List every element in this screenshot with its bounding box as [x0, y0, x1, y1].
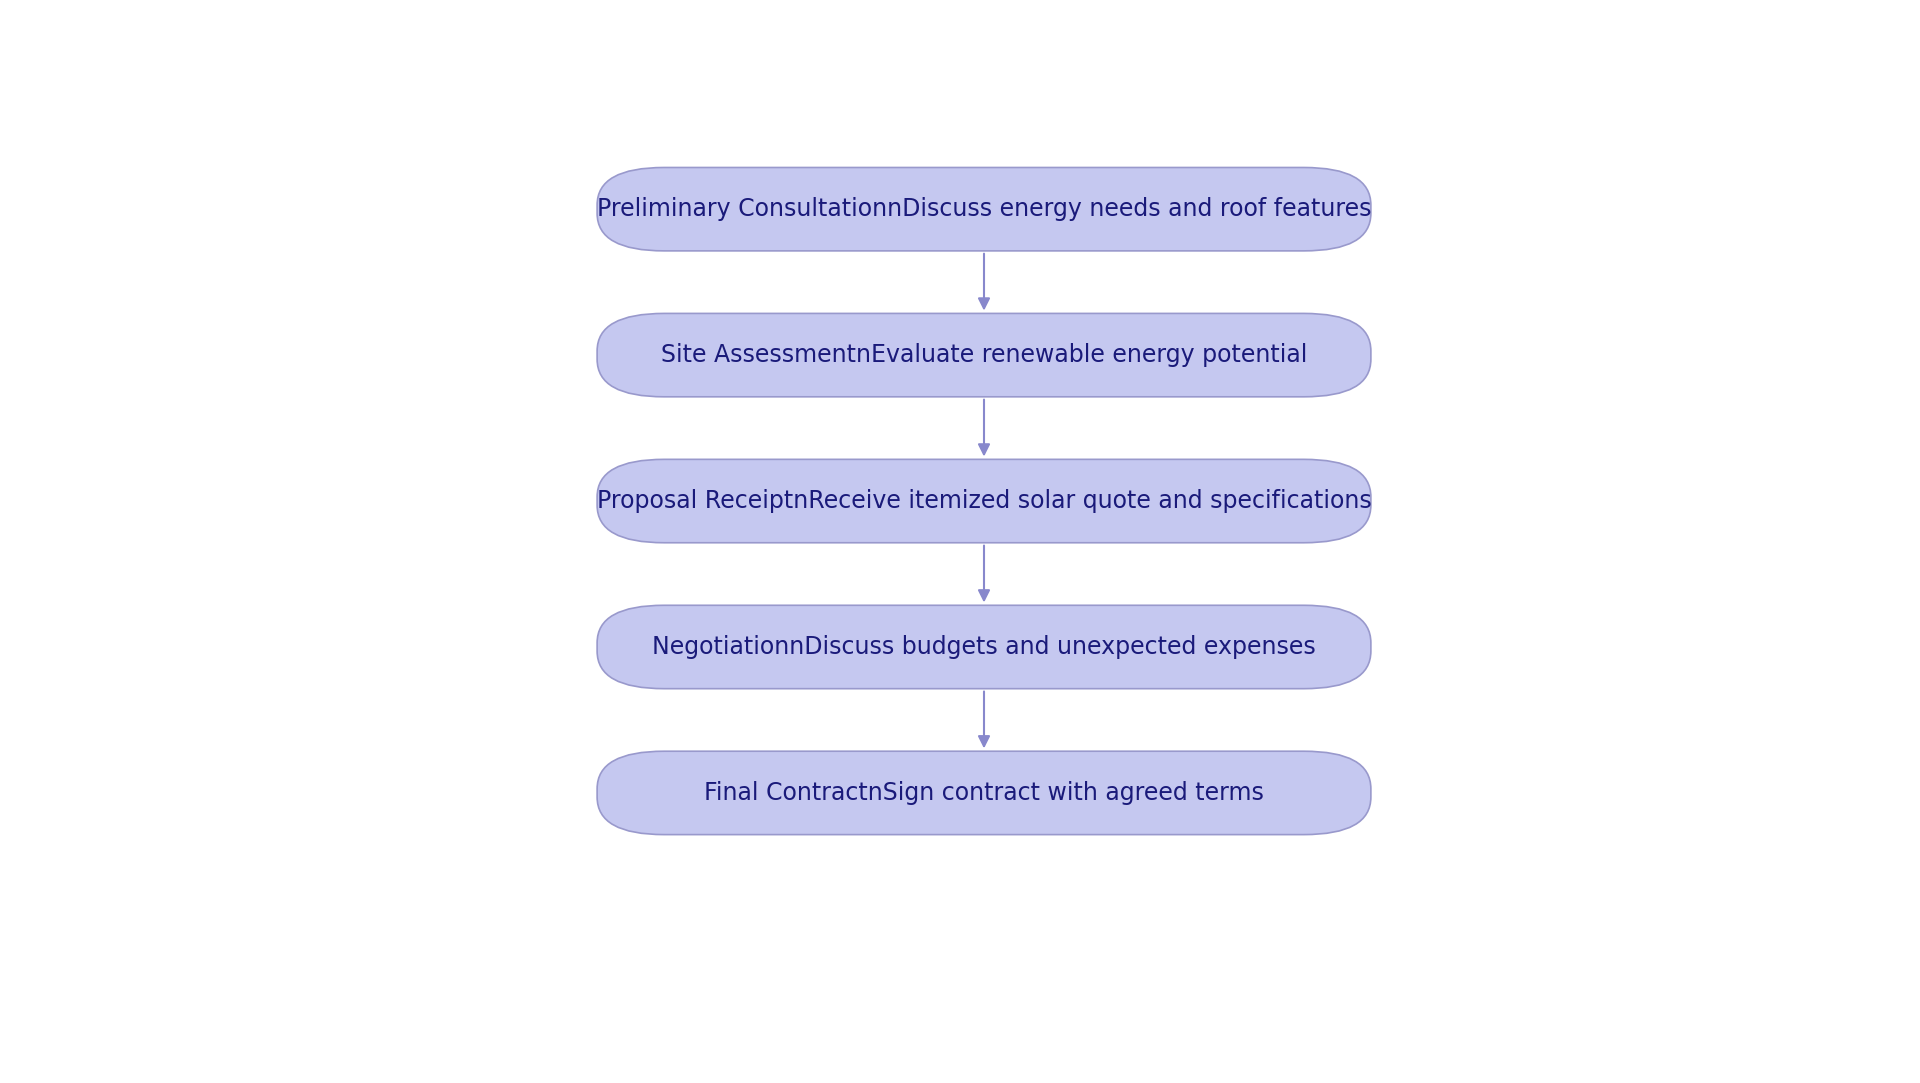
- Text: NegotiationnDiscuss budgets and unexpected expenses: NegotiationnDiscuss budgets and unexpect…: [653, 635, 1315, 658]
- Text: Preliminary ConsultationnDiscuss energy needs and roof features: Preliminary ConsultationnDiscuss energy …: [597, 197, 1371, 221]
- Text: Site AssessmentnEvaluate renewable energy potential: Site AssessmentnEvaluate renewable energ…: [660, 343, 1308, 367]
- FancyBboxPatch shape: [597, 459, 1371, 543]
- FancyBboxPatch shape: [597, 313, 1371, 396]
- FancyBboxPatch shape: [597, 752, 1371, 835]
- FancyBboxPatch shape: [597, 168, 1371, 251]
- FancyBboxPatch shape: [597, 605, 1371, 689]
- Text: Proposal ReceiptnReceive itemized solar quote and specifications: Proposal ReceiptnReceive itemized solar …: [597, 490, 1371, 513]
- Text: Final ContractnSign contract with agreed terms: Final ContractnSign contract with agreed…: [705, 781, 1263, 805]
